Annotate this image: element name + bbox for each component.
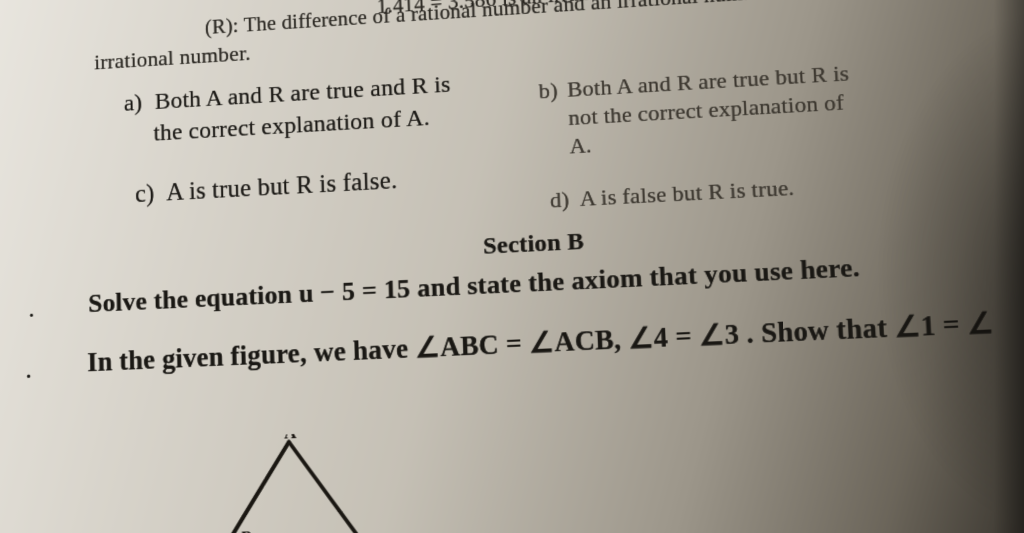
question-figure: In the given figure, we have ∠ABC = ∠ACB… (87, 307, 995, 378)
option-d-text: A is false but R is true. (579, 174, 795, 212)
option-b-label: b) (538, 77, 558, 104)
assertion-prefix-word: irrational number. (94, 40, 251, 75)
left-label: D (241, 529, 252, 533)
section-b-heading: Section B (483, 228, 585, 261)
option-c-text: A is true but R is false. (166, 167, 398, 207)
option-b-line3: A. (569, 132, 592, 160)
question-solve: Solve the equation u − 5 = 15 and state … (88, 252, 861, 319)
option-d-label: d) (549, 186, 569, 213)
page-right-edge (994, 0, 1024, 533)
triangle-figure: A D (184, 430, 409, 533)
bullet-solve: . (28, 294, 35, 324)
assertion-r-frag-1: (R): The difference of a rational number… (205, 0, 820, 40)
option-a-label: a) (124, 90, 143, 118)
bullet-figure: . (25, 354, 32, 386)
apex-label: A (284, 430, 297, 443)
option-c-label: c) (135, 180, 155, 209)
